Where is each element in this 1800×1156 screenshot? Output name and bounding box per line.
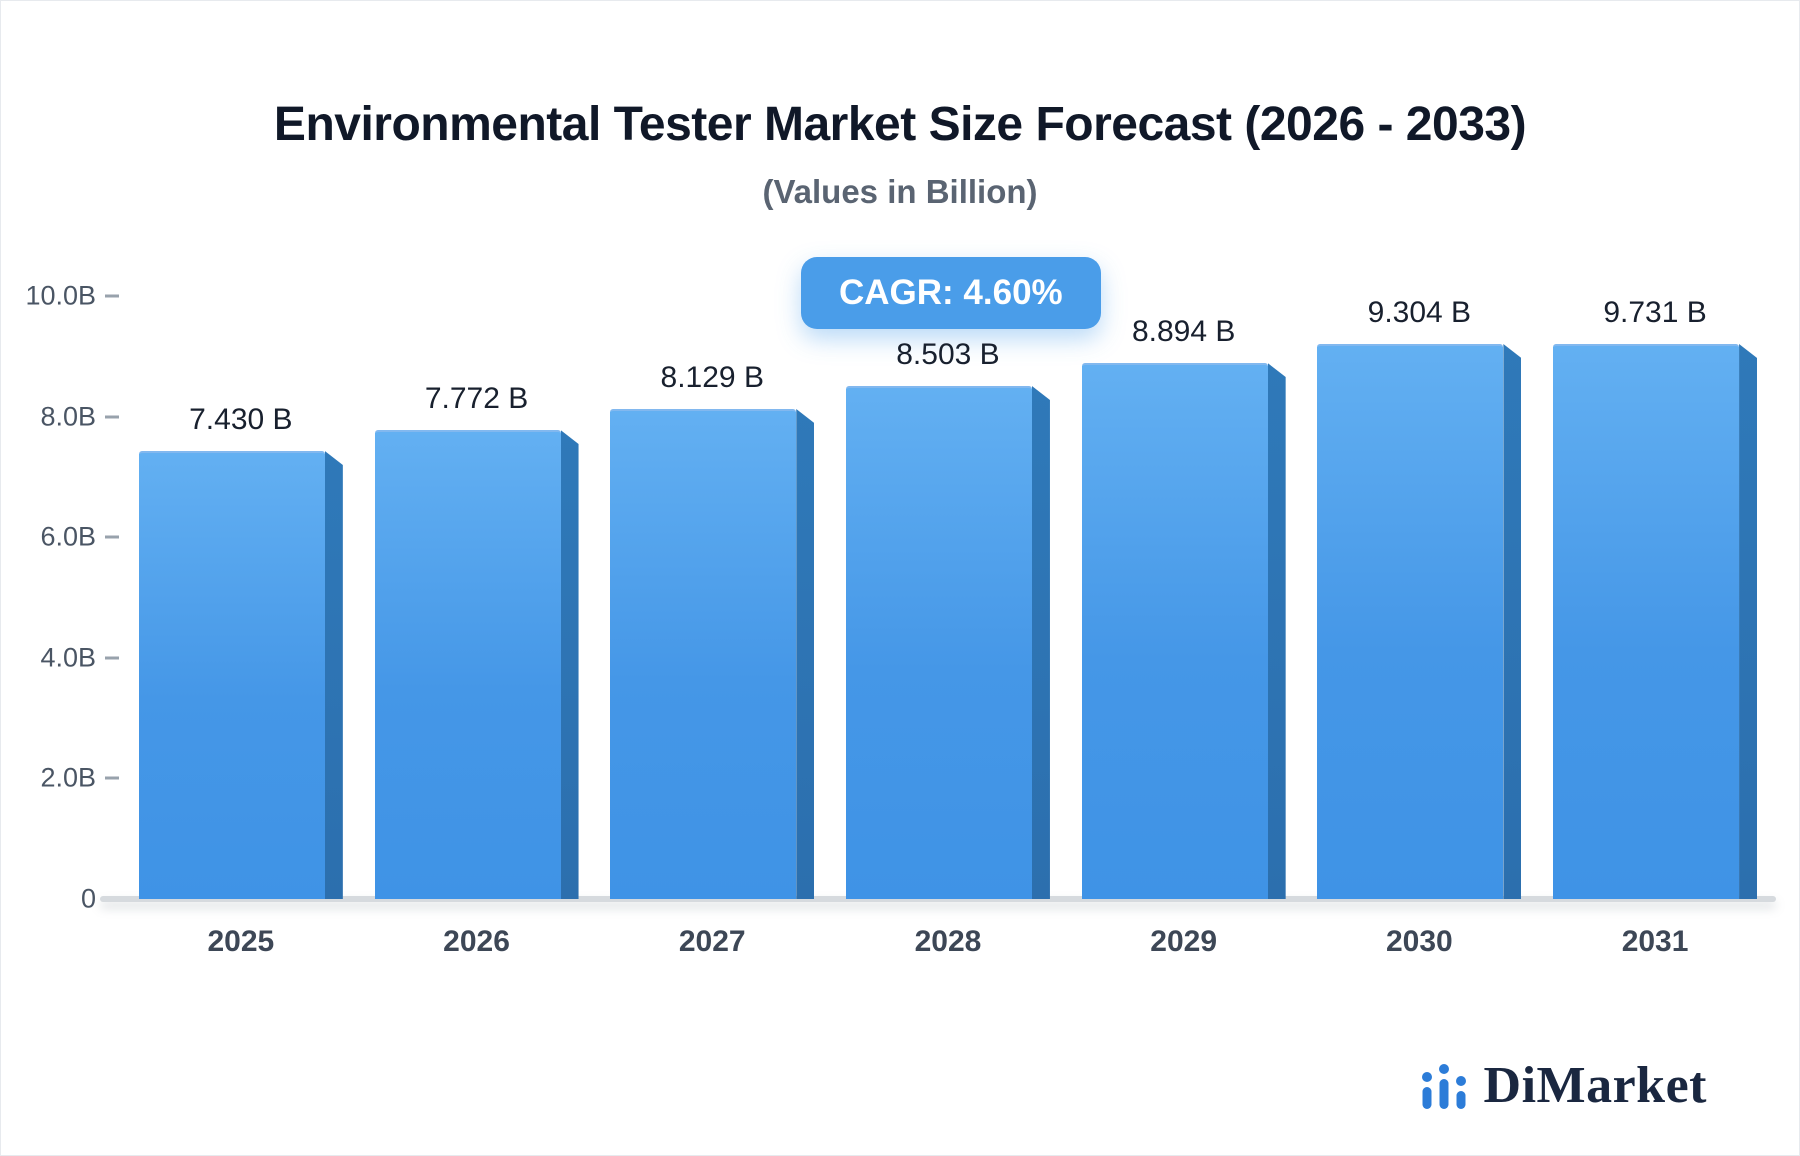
bar-value-label: 8.129 B [660,361,764,394]
bar-front-face [845,386,1032,899]
plot-area: 7.430 B 2025 7.772 B 2026 8.129 B 2027 8.503 B… [123,296,1773,958]
bar-side-shade [1739,344,1758,899]
bar-side-shade [1267,363,1286,899]
bar-front-face [610,409,797,899]
y-tick-label: 2.0B [40,762,96,793]
bar-2031 [1553,344,1758,899]
chart-subtitle: (Values in Billion) [762,173,1038,210]
y-tick-label: 4.0B [40,642,96,673]
y-tick-mark [105,535,119,539]
y-tick-10.0B: 10.0B [25,281,119,312]
bar-column-2029: 8.894 B 2029 [1081,296,1286,958]
chart-title: Environmental Tester Market Size Forecas… [273,98,1527,151]
bar-column-2027: 8.129 B 2027 [610,296,815,958]
y-tick-mark [105,294,119,298]
bar-column-2025: 7.430 B 2025 [138,296,343,958]
x-axis-label-2027: 2027 [678,925,746,958]
bar-value-label: 7.772 B [424,382,529,415]
cagr-badge: CAGR: 4.60% [801,257,1101,329]
y-tick-2.0B: 2.0B [40,763,119,794]
y-tick-label: 8.0B [40,401,96,432]
bar-column-2028: 8.503 B 2028 [845,296,1050,958]
y-tick-8.0B: 8.0B [40,401,119,432]
bar-side-shade [560,430,579,899]
bar-chart-logo-icon [1421,1063,1466,1109]
bar-2025 [138,451,343,899]
bar-value-label: 8.894 B [1131,315,1236,348]
bar-2026 [374,430,579,899]
x-axis-label-2025: 2025 [207,925,275,958]
y-tick-mark [105,656,119,660]
bar-column-2030: 9.304 B 2030 [1317,296,1522,958]
bar-column-2026: 7.772 B 2026 [374,296,579,958]
x-axis-line [100,896,1776,902]
bar-2027 [610,409,815,899]
bar-side-shade [1503,344,1522,899]
bar-front-face [138,451,325,899]
y-tick-4.0B: 4.0B [40,642,119,673]
x-axis-label-2028: 2028 [914,925,982,958]
bar-value-label: 7.430 B [189,403,293,436]
bar-side-shade [324,451,343,899]
bar-2030 [1317,344,1522,899]
bar-series: 7.430 B 2025 7.772 B 2026 8.129 B 2027 8.503 B… [123,296,1773,958]
bar-value-label: 9.731 B [1603,296,1707,329]
bar-side-shade [796,409,815,899]
x-axis-label-2031: 2031 [1621,925,1689,958]
y-tick-label: 6.0B [40,521,96,552]
bar-front-face [1553,344,1740,899]
y-tick-label: 0 [80,883,96,914]
bar-2028 [845,386,1050,899]
x-axis-label-2029: 2029 [1150,925,1218,958]
y-tick-label: 10.0B [25,280,96,311]
y-tick-mark [105,776,119,780]
bar-column-2031: 9.731 B 2031 [1553,296,1758,958]
bar-front-face [1317,344,1504,899]
bar-2029 [1081,363,1286,899]
bar-side-shade [1031,386,1050,899]
brand-logo: DiMarket [1418,1056,1707,1115]
x-axis-label-2030: 2030 [1385,925,1453,958]
bar-value-label: 9.304 B [1367,296,1472,329]
bar-front-face [374,430,561,899]
bar-front-face [1081,363,1268,899]
brand-name: DiMarket [1483,1057,1707,1114]
y-tick-6.0B: 6.0B [40,522,119,553]
y-axis: 0 2.0B 4.0B 6.0B 8.0B 10.0B [1,281,119,914]
x-axis-label-2026: 2026 [443,925,510,958]
y-tick-mark [105,415,119,419]
bar-value-label: 8.503 B [896,338,1000,371]
